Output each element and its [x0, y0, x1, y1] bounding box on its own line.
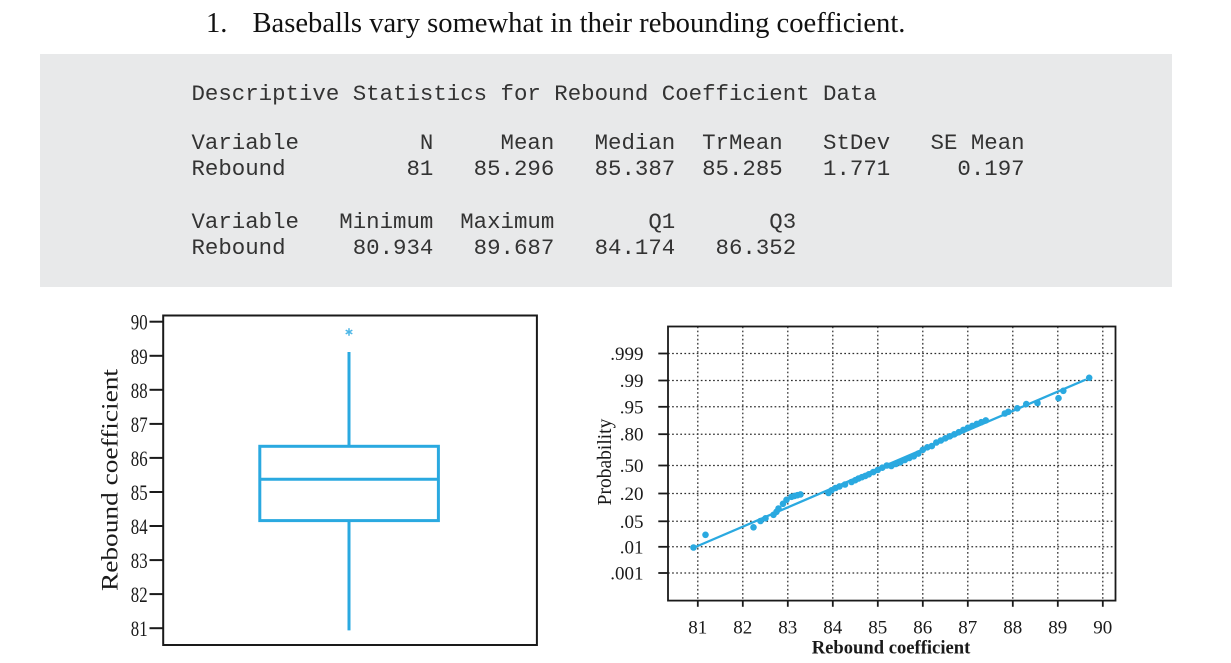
svg-text:84: 84 [131, 514, 148, 539]
svg-text:.20: .20 [620, 484, 644, 505]
svg-text:.95: .95 [620, 397, 644, 418]
svg-text:Rebound coefficient: Rebound coefficient [98, 368, 123, 591]
svg-text:Rebound coefficient: Rebound coefficient [812, 638, 971, 659]
svg-text:86: 86 [131, 446, 148, 471]
svg-text:.999: .999 [610, 344, 643, 365]
svg-text:Probability: Probability [595, 418, 616, 505]
svg-text:90: 90 [1093, 618, 1112, 639]
svg-text:85: 85 [868, 618, 887, 639]
svg-text:88: 88 [131, 378, 148, 403]
svg-text:87: 87 [958, 618, 977, 639]
svg-text:.80: .80 [620, 425, 644, 446]
svg-text:83: 83 [778, 618, 797, 639]
svg-text:85: 85 [131, 480, 148, 505]
svg-text:82: 82 [131, 582, 148, 607]
svg-text:89: 89 [1048, 618, 1067, 639]
svg-text:83: 83 [131, 548, 148, 573]
svg-text:.05: .05 [620, 512, 644, 533]
svg-text:87: 87 [131, 412, 148, 437]
svg-text:.001: .001 [610, 564, 643, 585]
svg-text:.99: .99 [620, 371, 644, 392]
svg-text:.50: .50 [620, 456, 644, 477]
svg-text:84: 84 [823, 618, 843, 639]
svg-text:90: 90 [131, 310, 148, 335]
svg-text:82: 82 [733, 618, 752, 639]
svg-text:88: 88 [1003, 618, 1022, 639]
svg-text:.01: .01 [620, 537, 644, 558]
svg-text:89: 89 [131, 344, 148, 369]
svg-text:81: 81 [131, 616, 148, 641]
svg-text:86: 86 [913, 618, 932, 639]
svg-text:81: 81 [688, 618, 707, 639]
